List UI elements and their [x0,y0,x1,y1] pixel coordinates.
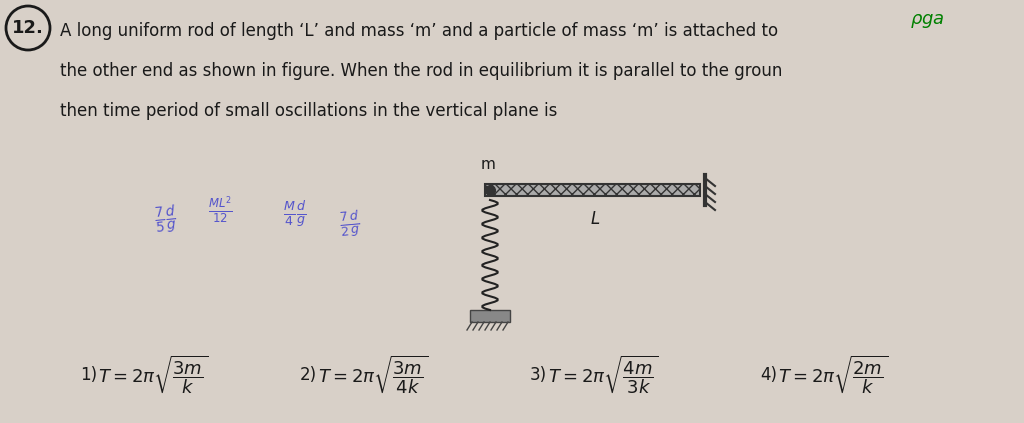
Text: $T = 2\pi\sqrt{\dfrac{3m}{k}}$: $T = 2\pi\sqrt{\dfrac{3m}{k}}$ [98,354,208,396]
Text: $\frac{7}{5}\frac{d}{g}$: $\frac{7}{5}\frac{d}{g}$ [153,203,177,237]
Text: $T = 2\pi\sqrt{\dfrac{3m}{4k}}$: $T = 2\pi\sqrt{\dfrac{3m}{4k}}$ [318,354,428,396]
Text: $\frac{M}{4}\frac{d}{g}$: $\frac{M}{4}\frac{d}{g}$ [283,199,308,231]
Text: 4): 4) [760,366,777,384]
Text: $T = 2\pi\sqrt{\dfrac{4m}{3k}}$: $T = 2\pi\sqrt{\dfrac{4m}{3k}}$ [548,354,658,396]
Text: the other end as shown in figure. When the rod in equilibrium it is parallel to : the other end as shown in figure. When t… [60,62,782,80]
Text: 3): 3) [530,366,547,384]
Bar [485,184,700,196]
Text: 1): 1) [80,366,97,384]
Text: 12.: 12. [12,19,44,37]
Text: A long uniform rod of length ‘L’ and mass ‘m’ and a particle of mass ‘m’ is atta: A long uniform rod of length ‘L’ and mas… [60,22,778,40]
Text: m: m [480,157,496,172]
Text: 2): 2) [300,366,317,384]
Text: $\frac{ML^2}{12}$: $\frac{ML^2}{12}$ [206,194,233,226]
Text: then time period of small oscillations in the vertical plane is: then time period of small oscillations i… [60,102,557,120]
Text: $\frac{7}{2}\frac{d}{g}$: $\frac{7}{2}\frac{d}{g}$ [339,209,361,241]
Text: $T = 2\pi\sqrt{\dfrac{2m}{k}}$: $T = 2\pi\sqrt{\dfrac{2m}{k}}$ [778,354,888,396]
Text: L: L [591,210,600,228]
Text: $\rho g a$: $\rho g a$ [910,12,945,30]
Bar [470,310,510,322]
